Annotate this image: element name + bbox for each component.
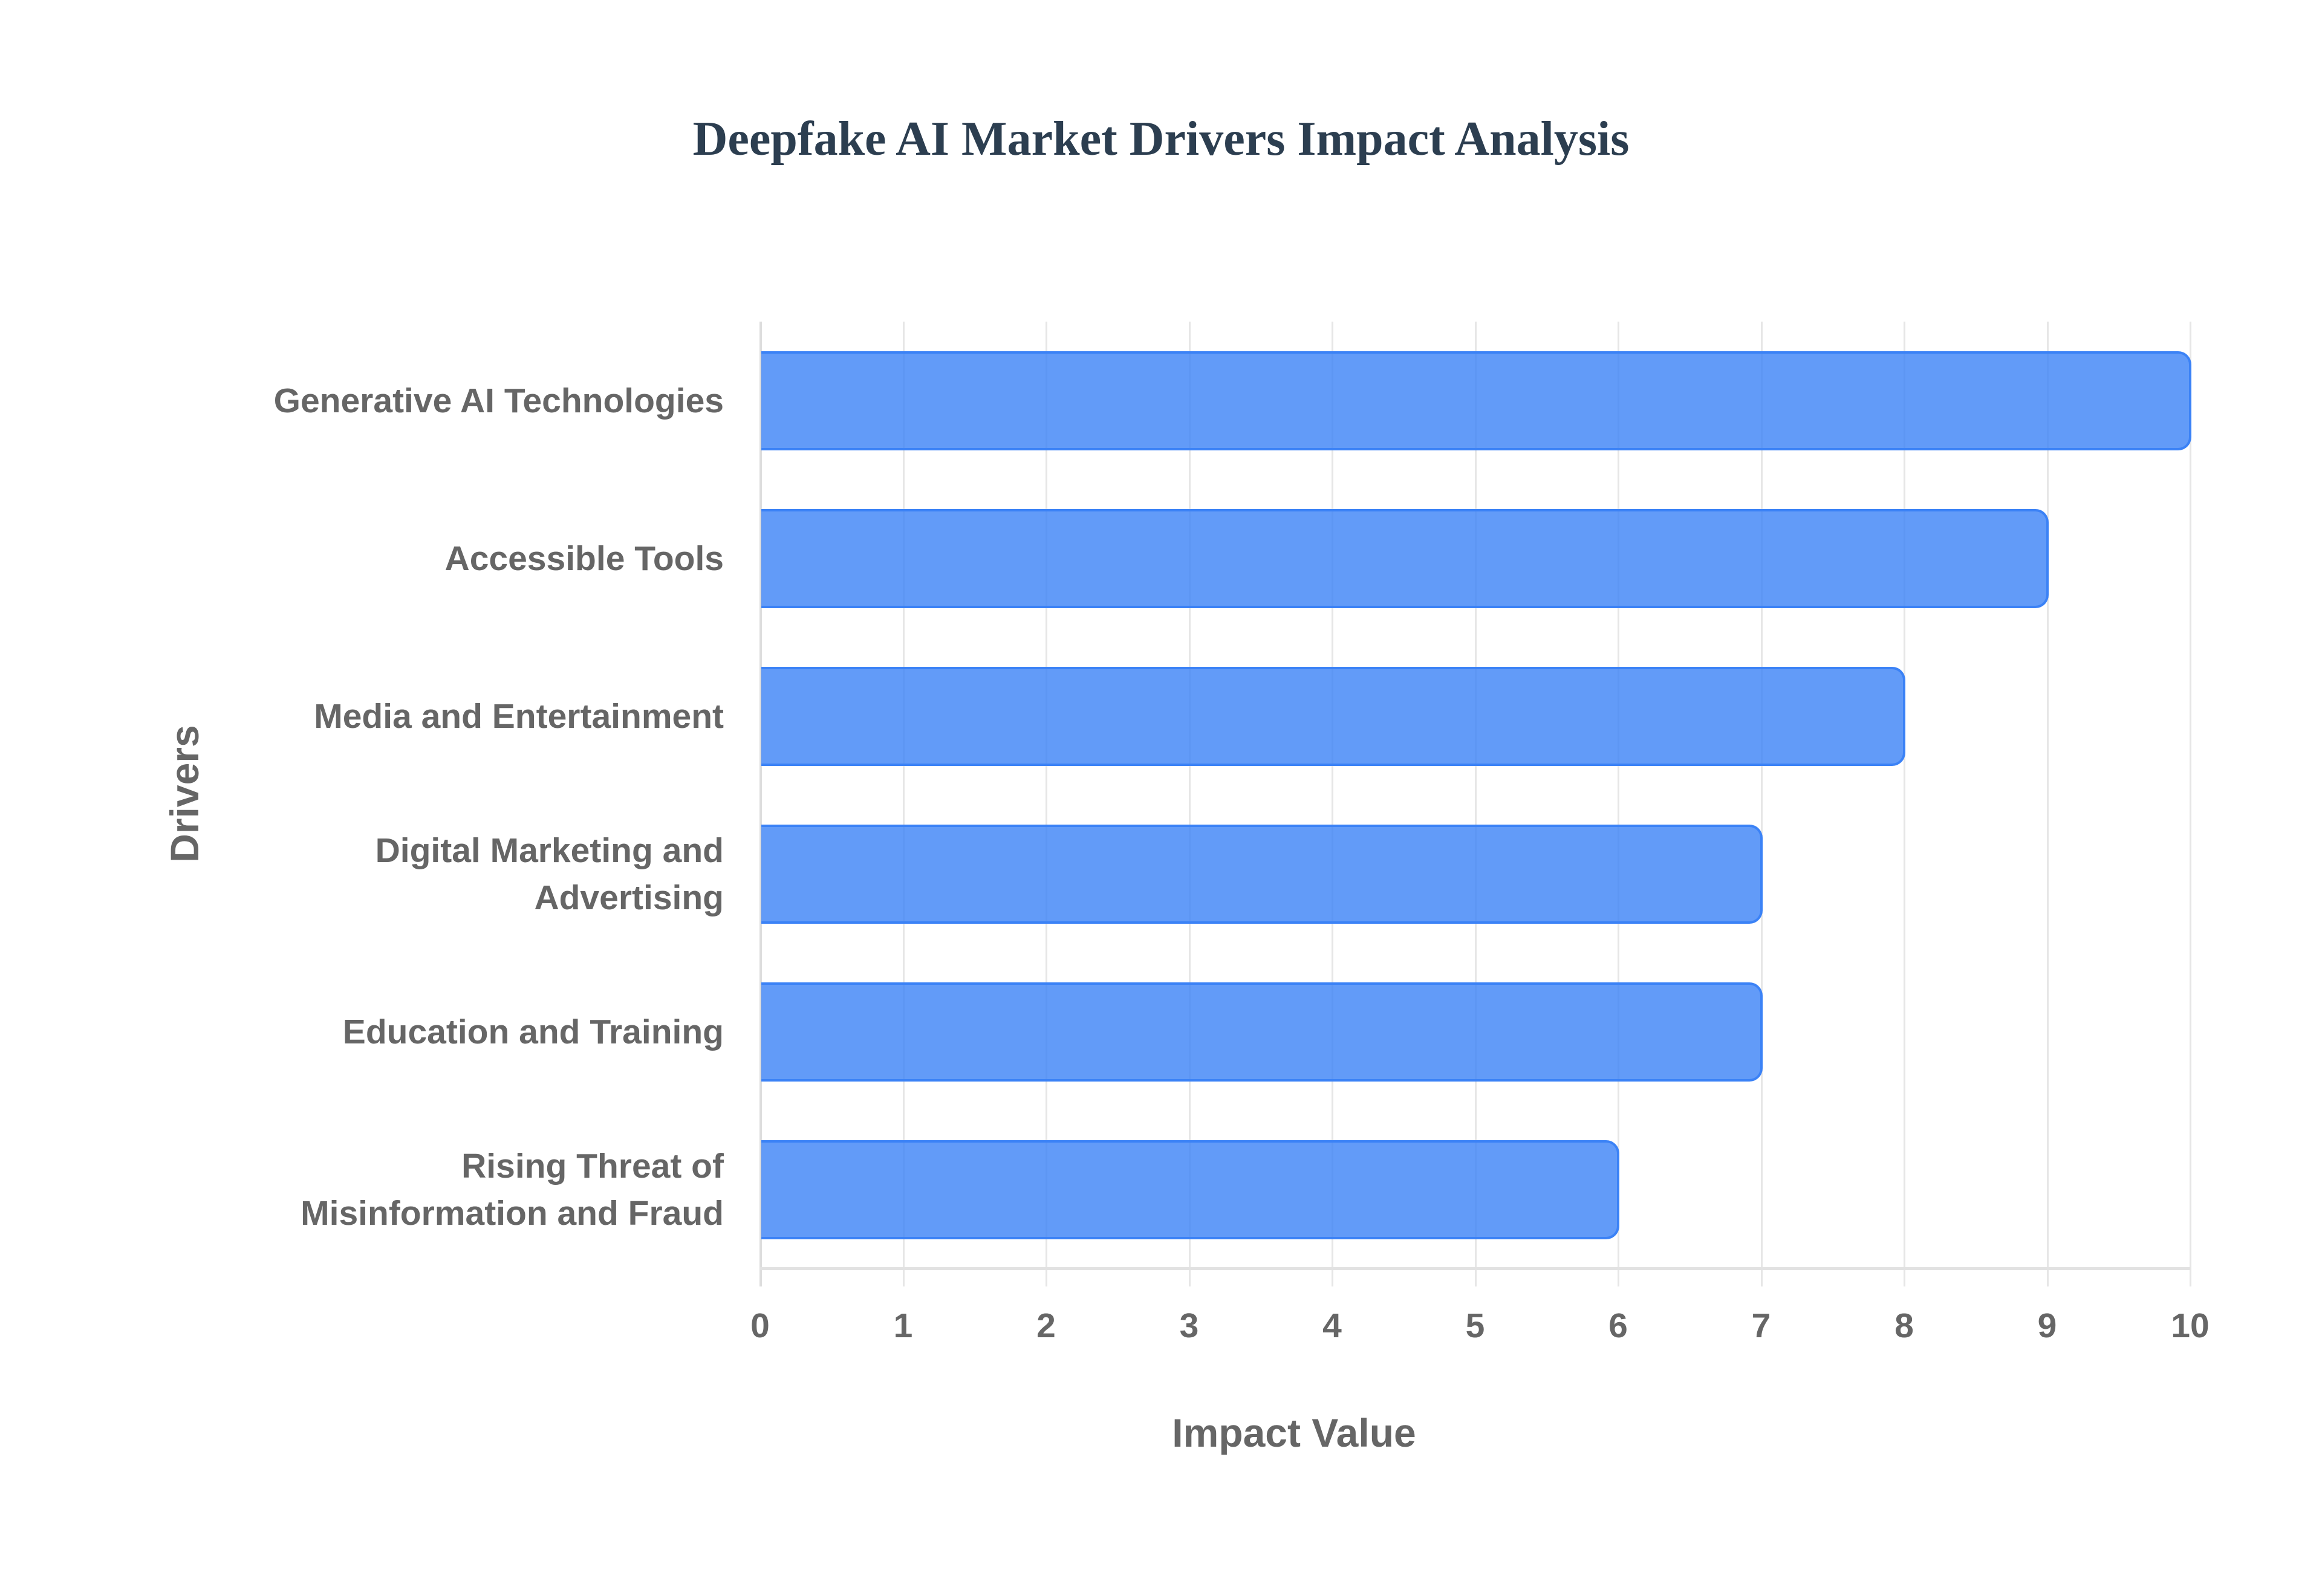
x-tick-label: 6 <box>1608 1306 1628 1345</box>
gridline <box>1474 322 1477 1286</box>
y-tick-label: Accessible Tools <box>444 539 724 578</box>
y-tick-label: Generative AI Technologies <box>273 381 724 420</box>
gridline <box>1332 322 1333 1286</box>
x-tick-label: 8 <box>1894 1306 1914 1345</box>
x-axis-line <box>760 1267 2190 1270</box>
x-tick-label: 4 <box>1322 1306 1342 1345</box>
y-tick-label: Rising Threat of Misinformation and Fraud <box>301 1146 724 1233</box>
gridline <box>902 322 905 1286</box>
x-tick-label: 3 <box>1179 1306 1199 1345</box>
y-tick-label: Media and Entertainment <box>314 696 724 736</box>
bar[interactable] <box>761 508 2049 608</box>
x-axis-title: Impact Value <box>1172 1410 1416 1455</box>
x-tick-label: 2 <box>1036 1306 1056 1345</box>
x-tick-label: 5 <box>1465 1306 1485 1345</box>
x-tick-label: 7 <box>1751 1306 1771 1345</box>
plot-area <box>759 322 2191 1286</box>
bar[interactable] <box>761 982 1763 1082</box>
y-axis-title: Drivers <box>162 725 207 863</box>
bar[interactable] <box>761 666 1905 766</box>
gridline <box>1760 322 1763 1286</box>
bar[interactable] <box>761 824 1763 924</box>
gridline <box>1046 322 1047 1286</box>
x-tick-label: 9 <box>2037 1306 2057 1345</box>
gridline <box>2046 322 2049 1286</box>
x-tick-label: 1 <box>893 1306 913 1345</box>
x-tick-label: 10 <box>2171 1306 2210 1345</box>
bar[interactable] <box>761 1140 1619 1239</box>
x-tick-label: 0 <box>750 1306 770 1345</box>
gridline <box>1188 322 1191 1286</box>
y-tick-label: Digital Marketing and Advertising <box>375 831 724 917</box>
y-tick-label: Education and Training <box>342 1012 724 1051</box>
gridline <box>1618 322 1619 1286</box>
gridline <box>2190 322 2191 1286</box>
gridline <box>1904 322 1905 1286</box>
bar[interactable] <box>761 351 2191 450</box>
y-axis-line <box>759 322 762 1286</box>
chart-title: Deepfake AI Market Drivers Impact Analys… <box>692 112 1630 166</box>
